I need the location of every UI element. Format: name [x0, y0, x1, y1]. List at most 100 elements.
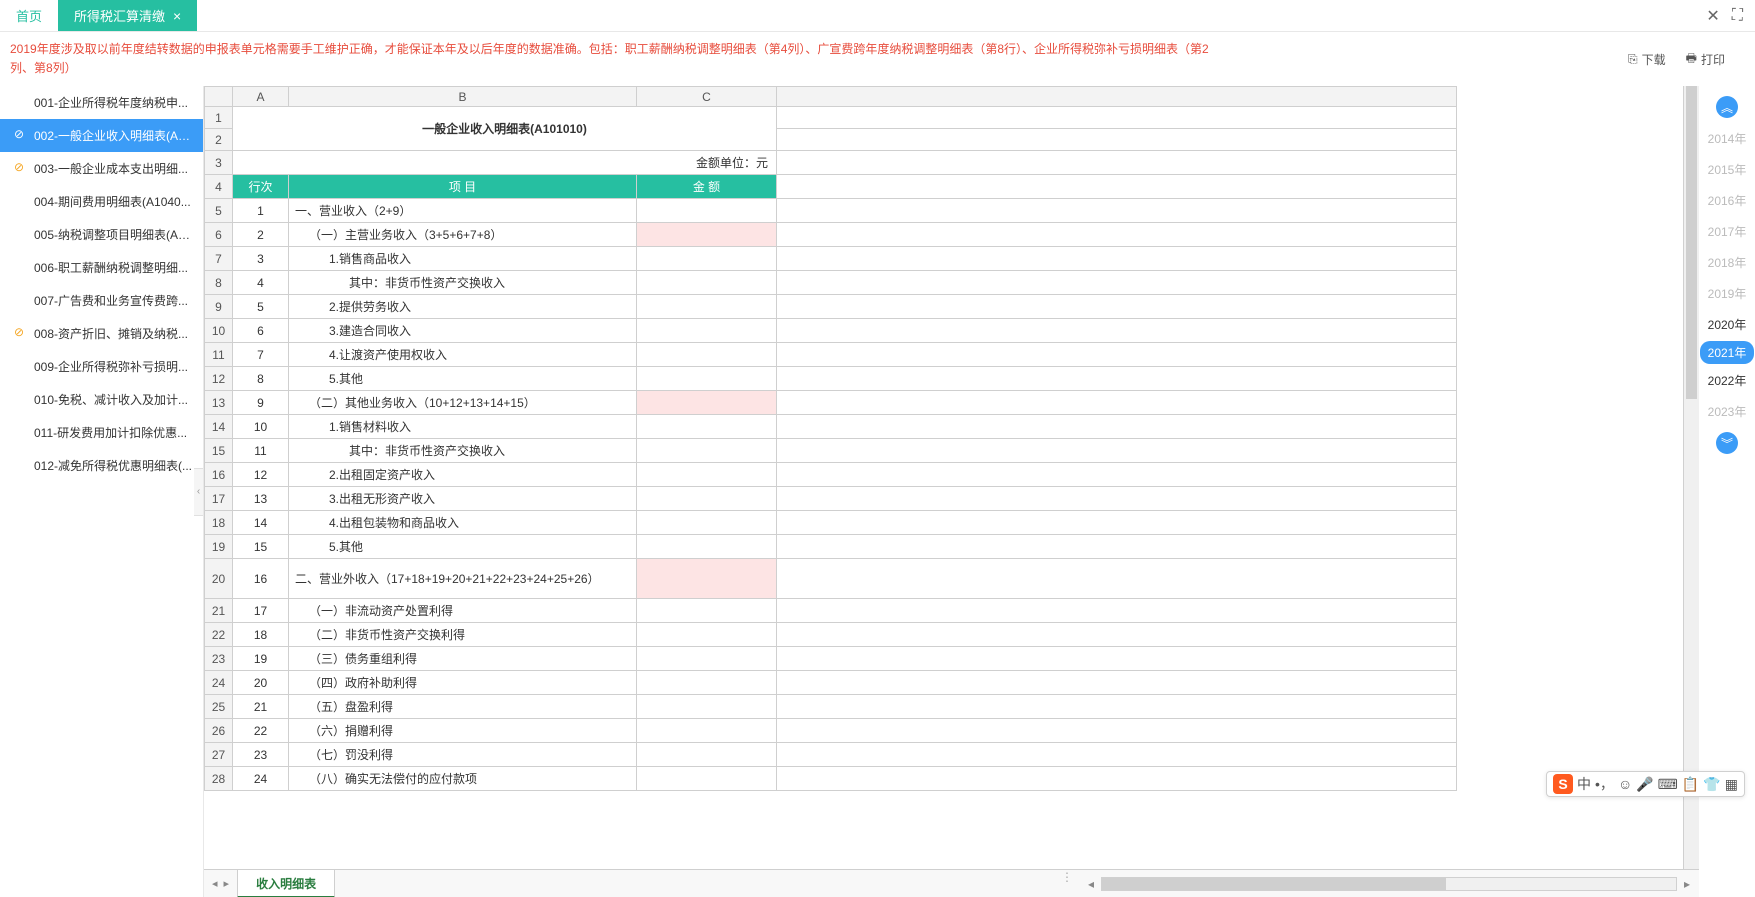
print-button[interactable]: 🖶打印	[1686, 49, 1725, 70]
rowhead-26[interactable]: 26	[205, 719, 233, 743]
amount-6[interactable]	[637, 319, 777, 343]
year-2021年[interactable]: 2021年	[1700, 341, 1755, 364]
rowhead-3[interactable]: 3	[205, 151, 233, 175]
rowhead-22[interactable]: 22	[205, 623, 233, 647]
amount-21[interactable]	[637, 695, 777, 719]
colhead-rest[interactable]	[777, 87, 1457, 107]
tab-active[interactable]: 所得税汇算清缴 ×	[58, 0, 197, 31]
ime-lang-icon[interactable]: 中	[1577, 774, 1591, 794]
rowhead-7[interactable]: 7	[205, 247, 233, 271]
amount-15[interactable]	[637, 535, 777, 559]
amount-9[interactable]	[637, 391, 777, 415]
year-up-button[interactable]: ︽	[1716, 96, 1738, 118]
vertical-scrollbar[interactable]	[1683, 86, 1699, 869]
rowhead-19[interactable]: 19	[205, 535, 233, 559]
fullscreen-icon[interactable]: ⛶	[1732, 7, 1743, 25]
amount-18[interactable]	[637, 623, 777, 647]
rowhead-24[interactable]: 24	[205, 671, 233, 695]
sheet-nav-first-icon[interactable]: ◂	[212, 877, 218, 890]
amount-19[interactable]	[637, 647, 777, 671]
amount-22[interactable]	[637, 719, 777, 743]
rowhead-9[interactable]: 9	[205, 295, 233, 319]
amount-10[interactable]	[637, 415, 777, 439]
year-2018年[interactable]: 2018年	[1708, 248, 1747, 277]
sidebar-item-10[interactable]: 011-研发费用加计扣除优惠...	[0, 416, 203, 449]
amount-17[interactable]	[637, 599, 777, 623]
amount-20[interactable]	[637, 671, 777, 695]
rowhead-6[interactable]: 6	[205, 223, 233, 247]
sheet-split-handle[interactable]: ⋮	[1055, 870, 1079, 897]
rowhead-10[interactable]: 10	[205, 319, 233, 343]
ime-clipboard-icon[interactable]: 📋	[1682, 776, 1699, 793]
ime-toolbox-icon[interactable]: ▦	[1725, 776, 1738, 793]
rowhead-17[interactable]: 17	[205, 487, 233, 511]
rowhead-12[interactable]: 12	[205, 367, 233, 391]
sidebar-item-7[interactable]: ⊘008-资产折旧、摊销及纳税...	[0, 317, 203, 350]
rowhead-13[interactable]: 13	[205, 391, 233, 415]
year-2023年[interactable]: 2023年	[1708, 397, 1747, 426]
ime-skin-icon[interactable]: 👕	[1703, 776, 1720, 793]
ime-keyboard-icon[interactable]: ⌨	[1658, 776, 1678, 793]
rowhead-21[interactable]: 21	[205, 599, 233, 623]
tab-home[interactable]: 首页	[0, 0, 58, 31]
sidebar-item-11[interactable]: 012-减免所得税优惠明细表(...	[0, 449, 203, 482]
horizontal-scrollbar[interactable]: ◂ ▸	[1079, 870, 1699, 897]
download-button[interactable]: ⎘下载	[1628, 49, 1666, 70]
year-2015年[interactable]: 2015年	[1708, 155, 1747, 184]
ime-punct-icon[interactable]: •，	[1595, 774, 1614, 794]
amount-8[interactable]	[637, 367, 777, 391]
amount-13[interactable]	[637, 487, 777, 511]
sidebar-item-9[interactable]: 010-免税、减计收入及加计...	[0, 383, 203, 416]
rowhead-27[interactable]: 27	[205, 743, 233, 767]
amount-16[interactable]	[637, 559, 777, 599]
sidebar-item-5[interactable]: 006-职工薪酬纳税调整明细...	[0, 251, 203, 284]
hscroll-right-icon[interactable]: ▸	[1679, 876, 1695, 892]
close-icon[interactable]: ×	[173, 9, 181, 23]
year-2017年[interactable]: 2017年	[1708, 217, 1747, 246]
sidebar-item-1[interactable]: ⊘002-一般企业收入明细表(A1...	[0, 119, 203, 152]
colhead-A[interactable]: A	[233, 87, 289, 107]
sidebar-collapse-button[interactable]: ‹	[194, 468, 204, 516]
ime-voice-icon[interactable]: 🎤	[1636, 776, 1653, 793]
rowhead-28[interactable]: 28	[205, 767, 233, 791]
sidebar-item-8[interactable]: 009-企业所得税弥补亏损明...	[0, 350, 203, 383]
rowhead-14[interactable]: 14	[205, 415, 233, 439]
amount-23[interactable]	[637, 743, 777, 767]
amount-2[interactable]	[637, 223, 777, 247]
colhead-B[interactable]: B	[289, 87, 637, 107]
sheet-nav-prev-icon[interactable]: ▸	[224, 877, 230, 890]
rowhead-15[interactable]: 15	[205, 439, 233, 463]
rowhead-25[interactable]: 25	[205, 695, 233, 719]
rowhead-18[interactable]: 18	[205, 511, 233, 535]
colhead-C[interactable]: C	[637, 87, 777, 107]
amount-14[interactable]	[637, 511, 777, 535]
amount-3[interactable]	[637, 247, 777, 271]
amount-5[interactable]	[637, 295, 777, 319]
hscroll-left-icon[interactable]: ◂	[1083, 876, 1099, 892]
ime-emoji-icon[interactable]: ☺	[1618, 776, 1632, 792]
amount-12[interactable]	[637, 463, 777, 487]
close-panel-icon[interactable]: ✕	[1706, 6, 1719, 26]
rowhead-16[interactable]: 16	[205, 463, 233, 487]
amount-1[interactable]	[637, 199, 777, 223]
amount-7[interactable]	[637, 343, 777, 367]
amount-4[interactable]	[637, 271, 777, 295]
year-2019年[interactable]: 2019年	[1708, 279, 1747, 308]
year-down-button[interactable]: ︾	[1716, 432, 1738, 454]
amount-11[interactable]	[637, 439, 777, 463]
sidebar-item-2[interactable]: ⊘003-一般企业成本支出明细...	[0, 152, 203, 185]
rowhead-5[interactable]: 5	[205, 199, 233, 223]
rowhead-4[interactable]: 4	[205, 175, 233, 199]
year-2014年[interactable]: 2014年	[1708, 124, 1747, 153]
year-2016年[interactable]: 2016年	[1708, 186, 1747, 215]
corner-cell[interactable]	[205, 87, 233, 107]
sidebar-item-3[interactable]: 004-期间费用明细表(A1040...	[0, 185, 203, 218]
rowhead-23[interactable]: 23	[205, 647, 233, 671]
year-2022年[interactable]: 2022年	[1708, 366, 1747, 395]
rowhead-1[interactable]: 1	[205, 107, 233, 129]
rowhead-8[interactable]: 8	[205, 271, 233, 295]
rowhead-2[interactable]: 2	[205, 129, 233, 151]
sheet-tab-active[interactable]: 收入明细表	[237, 870, 335, 897]
sidebar-item-4[interactable]: 005-纳税调整项目明细表(A1...	[0, 218, 203, 251]
ime-toolbar[interactable]: S 中 •， ☺ 🎤 ⌨ 📋 👕 ▦	[1546, 771, 1745, 797]
